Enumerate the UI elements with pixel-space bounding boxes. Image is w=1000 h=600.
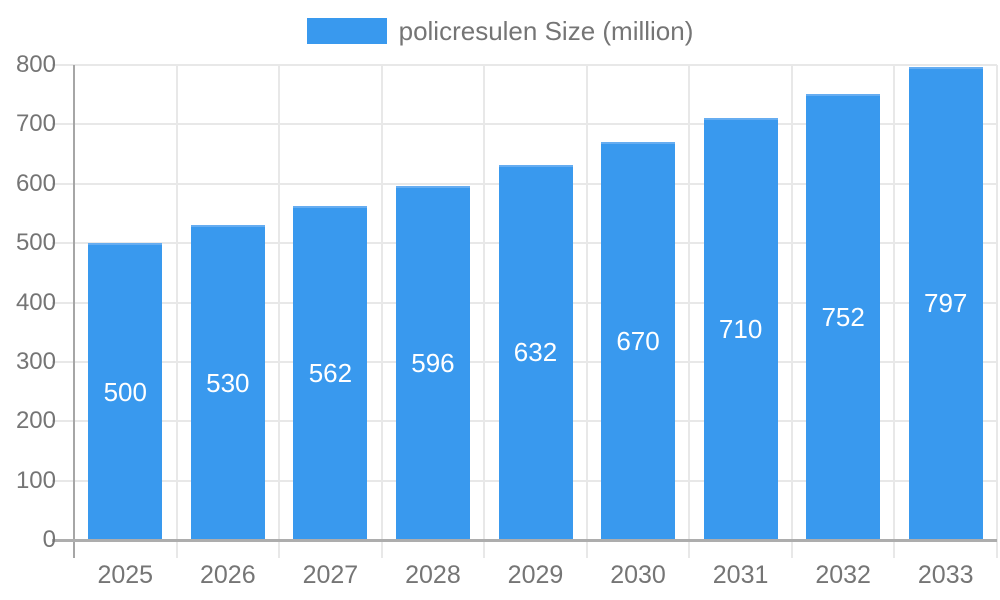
- v-gridline: [585, 65, 588, 558]
- y-tick-label: 600: [15, 169, 56, 197]
- v-gridline: [175, 65, 178, 558]
- bar-value-label: 710: [718, 314, 763, 345]
- bar-value-label: 562: [308, 358, 353, 389]
- bar[interactable]: [703, 118, 778, 540]
- bar-value-label: 500: [103, 376, 147, 407]
- bar[interactable]: [601, 142, 676, 540]
- v-gridline: [483, 65, 486, 558]
- bar-value-label: 632: [513, 337, 558, 368]
- bar-value-label: 530: [206, 367, 250, 398]
- v-gridline: [790, 65, 793, 558]
- bar[interactable]: [395, 186, 470, 540]
- y-tick-label: 400: [15, 288, 56, 316]
- v-gridline: [380, 65, 383, 558]
- bar[interactable]: [806, 93, 881, 540]
- x-tick-label: 2030: [610, 561, 666, 589]
- legend-swatch: [306, 18, 387, 44]
- bar-value-label: 670: [616, 326, 660, 357]
- y-tick-label: 800: [15, 51, 56, 78]
- x-tick-label: 2028: [405, 561, 461, 589]
- y-tick-label: 300: [15, 347, 56, 375]
- h-gridline: [52, 64, 997, 66]
- v-gridline: [893, 65, 896, 558]
- legend-label: policresulen Size (million): [398, 16, 694, 46]
- x-tick-label: 2032: [815, 561, 871, 589]
- x-tick-label: 2027: [302, 561, 359, 589]
- x-tick-label: 2031: [712, 561, 769, 589]
- y-tick-label: 700: [15, 110, 56, 138]
- bar-value-label: 752: [821, 301, 865, 332]
- v-gridline: [688, 65, 691, 558]
- y-tick-label: 500: [15, 229, 56, 257]
- bar-value-label: 596: [411, 348, 455, 379]
- legend[interactable]: policresulen Size (million): [0, 14, 1000, 48]
- bar[interactable]: [293, 206, 368, 540]
- h-gridline: [52, 123, 997, 126]
- y-tick-label: 100: [15, 466, 56, 494]
- bar[interactable]: [88, 243, 163, 540]
- v-gridline: [996, 65, 998, 558]
- v-gridline: [278, 65, 281, 558]
- bar[interactable]: [908, 66, 983, 540]
- y-tick-label: 200: [15, 407, 56, 435]
- y-axis-line: [73, 65, 75, 558]
- x-tick-label: 2029: [507, 561, 564, 589]
- x-tick-label: 2026: [200, 561, 256, 589]
- bar-value-label: 797: [924, 288, 968, 319]
- x-tick-label: 2033: [917, 561, 974, 589]
- y-tick-label: 0: [42, 526, 56, 553]
- x-axis-baseline: [52, 539, 997, 542]
- x-tick-label: 2025: [97, 561, 154, 589]
- bar[interactable]: [190, 225, 265, 540]
- bar[interactable]: [498, 164, 573, 540]
